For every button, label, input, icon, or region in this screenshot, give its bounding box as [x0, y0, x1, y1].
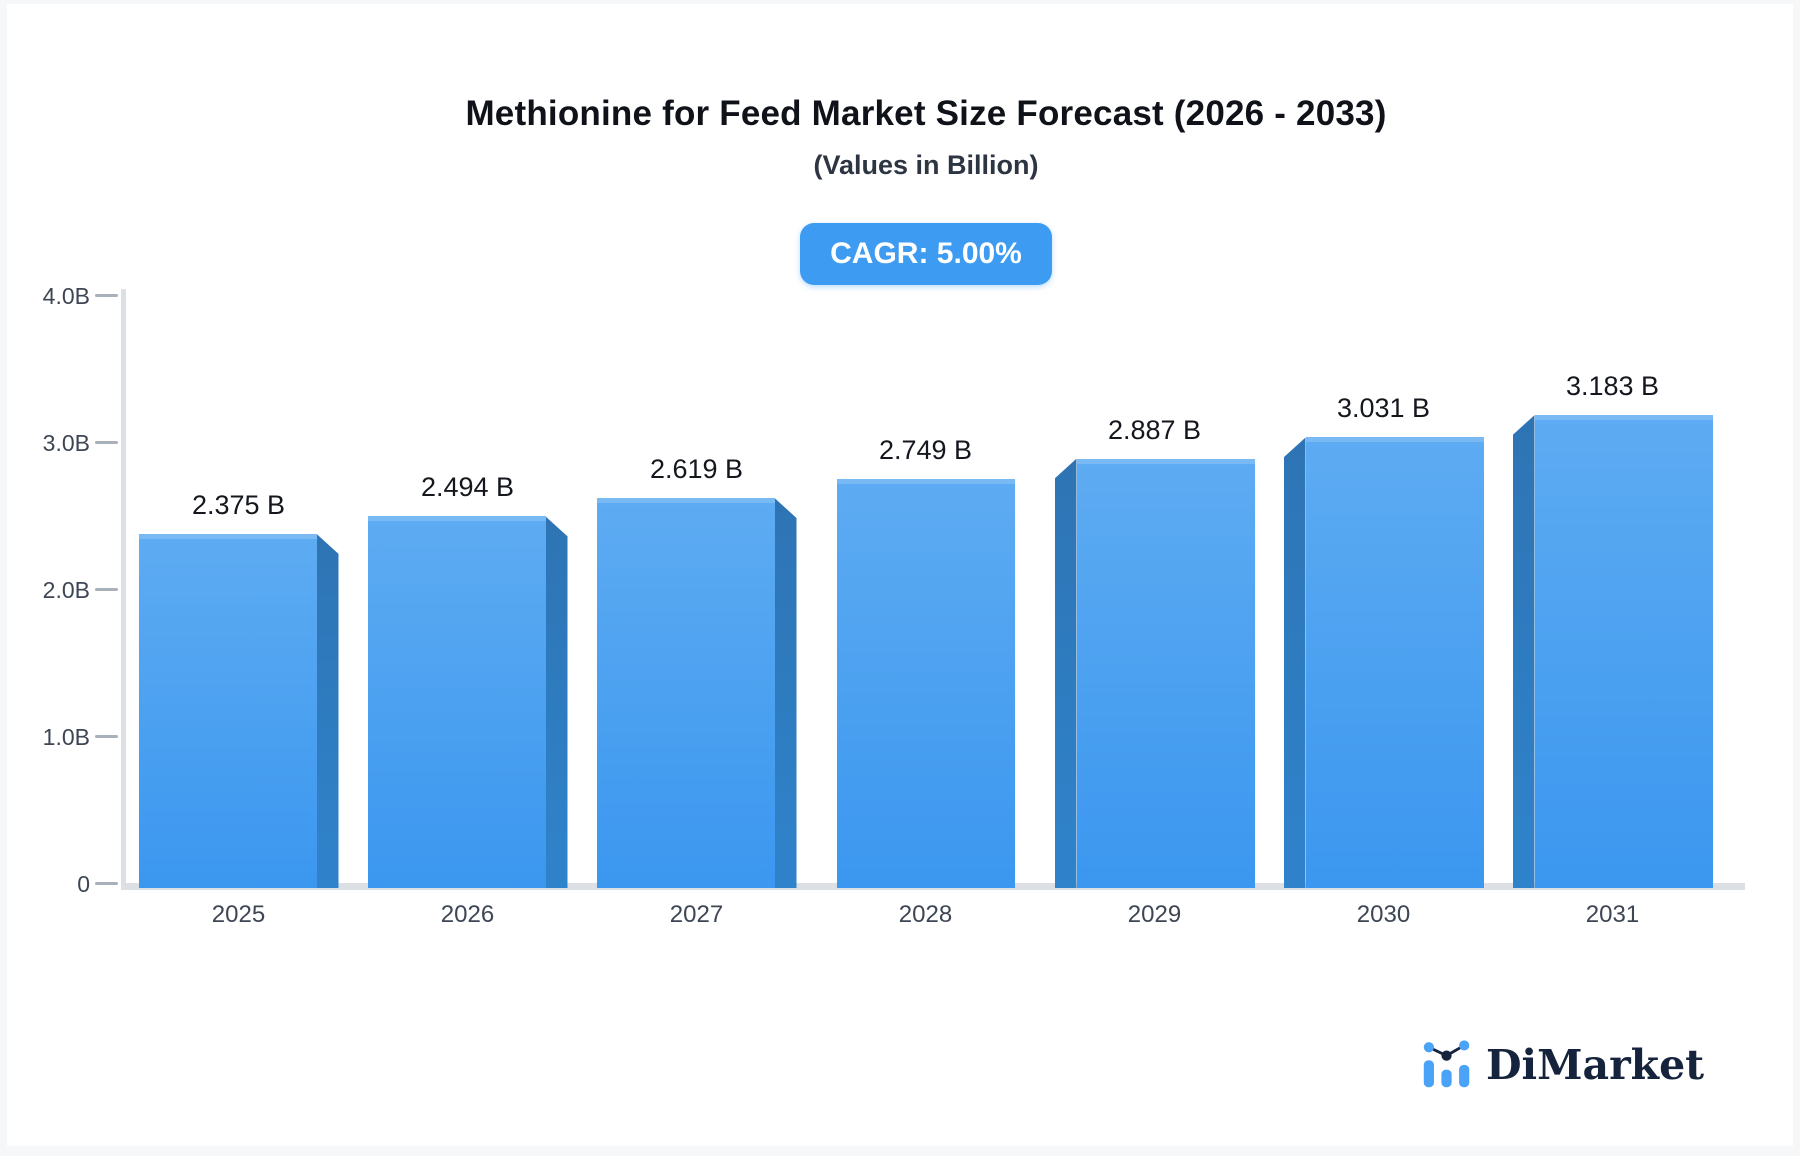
- y-tick-dash: [95, 735, 118, 738]
- x-axis-label: 2031: [1585, 901, 1640, 928]
- chart-header: Methionine for Feed Market Size Forecast…: [26, 0, 1800, 285]
- bar-2028: [836, 478, 1015, 888]
- brand-logo: DiMarket: [1421, 1038, 1704, 1090]
- y-tick-label: 2.0B: [42, 577, 90, 603]
- bar-side-face: [1283, 437, 1306, 888]
- bar-value-label: 3.031 B: [1336, 393, 1431, 424]
- x-axis-label: 2027: [669, 901, 724, 928]
- chart-card: Methionine for Feed Market Size Forecast…: [7, 4, 1793, 1146]
- y-tick-dash: [95, 588, 118, 591]
- bar-2027: [596, 498, 775, 888]
- bar-side-face: [545, 516, 568, 888]
- x-axis-label: 2029: [1127, 901, 1182, 928]
- y-tick-dash: [95, 441, 118, 444]
- x-axis-label: 2025: [211, 901, 266, 928]
- y-tick-dash: [95, 882, 118, 885]
- bar-2026: [367, 516, 546, 888]
- bar-value-label: 2.619 B: [649, 454, 744, 484]
- y-tick-label: 1.0B: [42, 724, 90, 750]
- y-axis-line: [121, 289, 126, 883]
- y-tick-label: 3.0B: [42, 430, 90, 456]
- bar-value-label: 2.375 B: [191, 489, 286, 520]
- bar-value-label: 2.887 B: [1107, 414, 1202, 445]
- bar-2029: [1076, 458, 1255, 888]
- x-axis-label: 2026: [440, 901, 495, 928]
- bar-side-face: [1512, 415, 1535, 888]
- bar-2030: [1305, 437, 1484, 888]
- x-axis-label: 2028: [898, 901, 953, 928]
- bar-chart-logo-icon: [1423, 1040, 1470, 1088]
- bar-side-face: [1054, 458, 1077, 888]
- bar-2025: [138, 533, 317, 888]
- page-title: Methionine for Feed Market Size Forecast…: [465, 94, 1387, 133]
- x-axis-label: 2030: [1356, 901, 1411, 928]
- bar-value-label: 2.494 B: [420, 472, 515, 503]
- y-tick-label: 0: [77, 871, 90, 897]
- bar-2031: [1534, 415, 1713, 888]
- y-tick-dash: [95, 294, 118, 297]
- page-subtitle: (Values in Billion): [813, 150, 1039, 180]
- cagr-badge: CAGR: 5.00%: [800, 223, 1052, 285]
- y-tick-label: 4.0B: [42, 283, 90, 309]
- bar-side-face: [316, 533, 339, 888]
- bar-value-label: 2.749 B: [878, 434, 973, 465]
- bar-value-label: 3.183 B: [1565, 371, 1660, 402]
- brand-name: DiMarket: [1486, 1041, 1705, 1089]
- bar-side-face: [774, 498, 797, 888]
